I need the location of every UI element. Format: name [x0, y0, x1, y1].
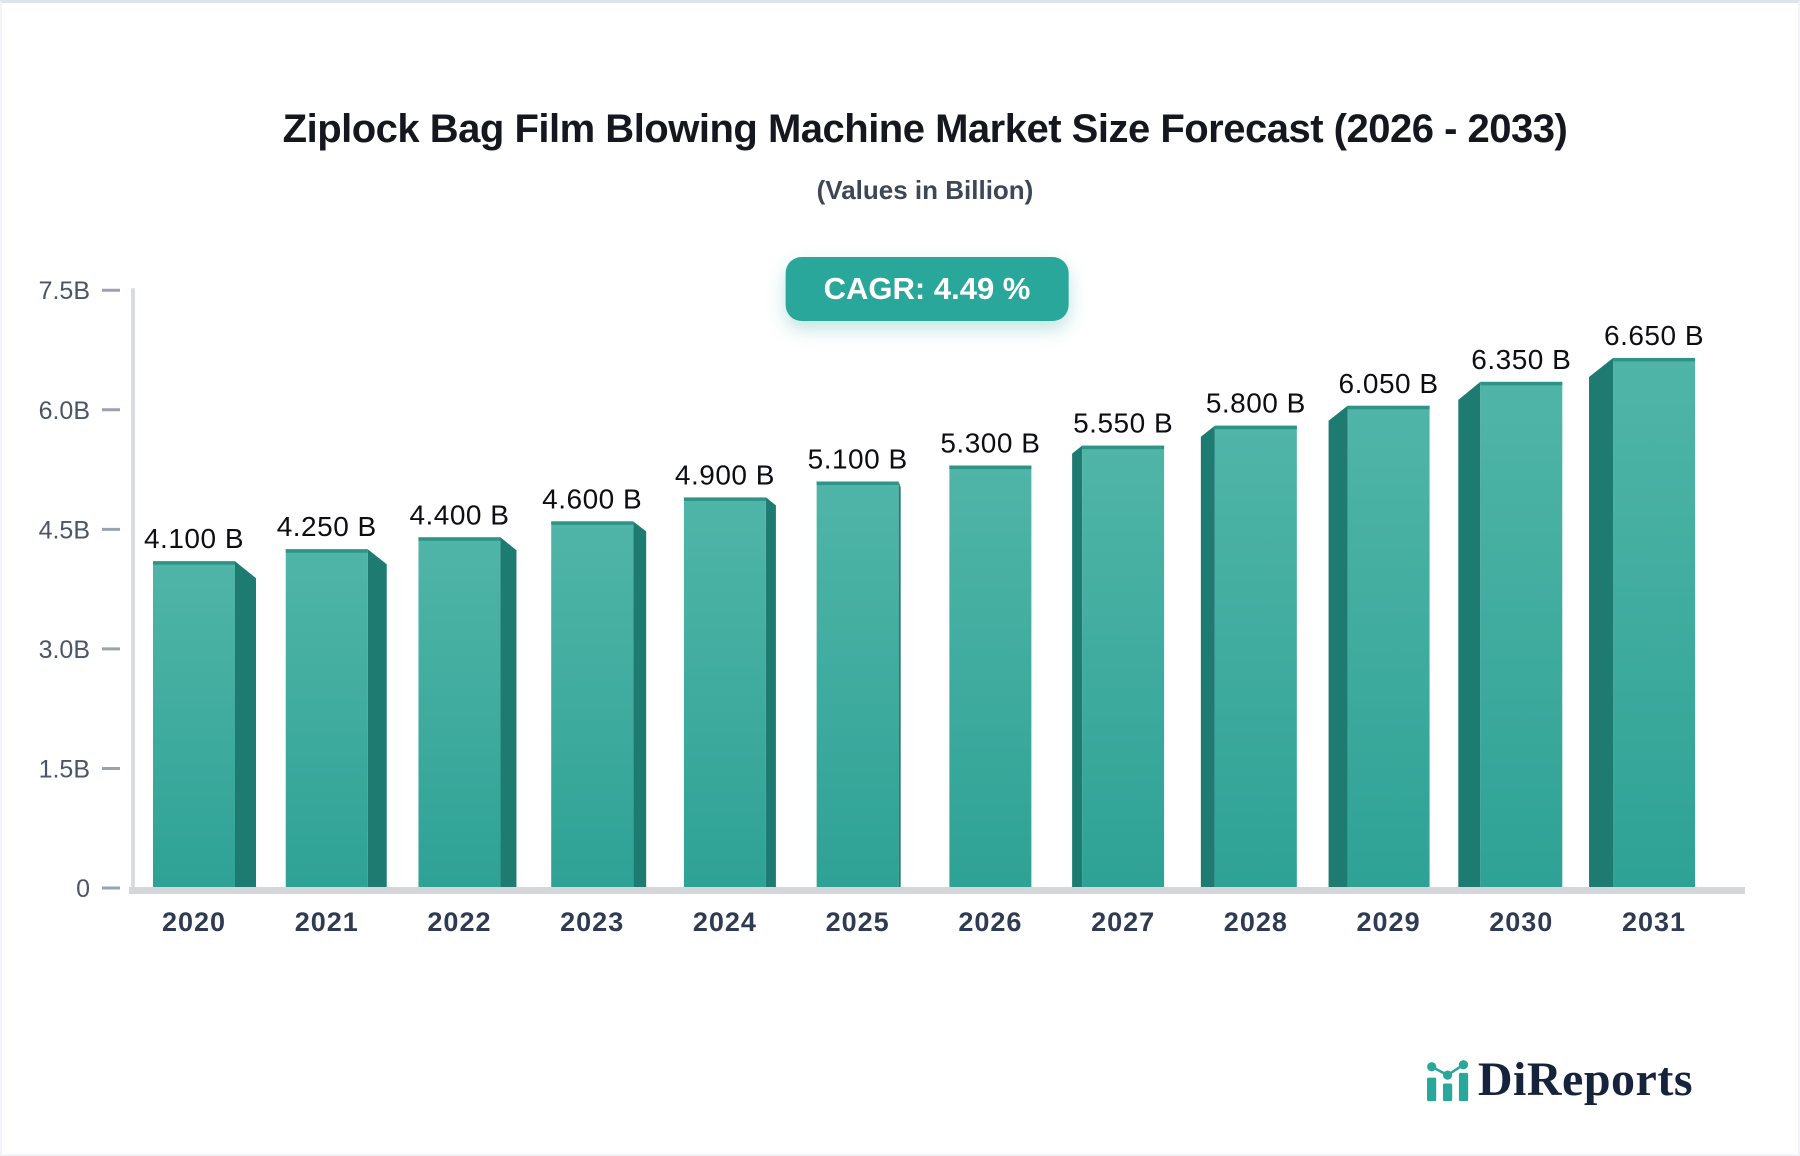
bar-value-label: 6.650 B — [1604, 320, 1704, 351]
x-category-label: 2025 — [826, 907, 890, 937]
bar-front-face — [153, 561, 235, 888]
bar-top-rim — [816, 481, 899, 485]
bar-front-face — [816, 481, 899, 888]
bar-value-label: 4.600 B — [542, 483, 642, 514]
bar-top-rim — [551, 521, 634, 525]
bar-front-face — [1347, 405, 1430, 888]
bar-top-rim — [683, 497, 766, 501]
bar-2031: 6.650 B 2031 — [1589, 320, 1704, 937]
bar-2027: 5.550 B 2027 — [1072, 408, 1173, 937]
y-tick-label: 4.5B — [39, 516, 90, 544]
bar-value-label: 6.050 B — [1339, 368, 1439, 399]
x-category-label: 2027 — [1091, 907, 1155, 937]
bar-front-face — [1613, 357, 1696, 888]
bar-front-face — [1214, 425, 1297, 888]
bar-side-face — [765, 497, 776, 888]
bar-value-label: 4.250 B — [277, 511, 377, 542]
bar-2024: 4.900 B 2024 — [675, 459, 776, 937]
bar-top-rim — [1347, 405, 1430, 410]
x-category-label: 2028 — [1224, 907, 1288, 937]
bar-top-rim — [153, 561, 235, 565]
bar-value-label: 4.900 B — [675, 459, 775, 490]
bar-front-face — [683, 497, 766, 888]
brand-logo: DiReports — [1426, 1053, 1693, 1106]
chart-title: Ziplock Bag Film Blowing Machine Market … — [282, 107, 1568, 151]
logo-text: DiReports — [1477, 1053, 1693, 1106]
bar-value-label: 5.800 B — [1206, 388, 1306, 419]
bar-value-label: 5.550 B — [1073, 408, 1173, 439]
x-category-label: 2030 — [1489, 907, 1553, 937]
x-category-label: 2024 — [693, 907, 757, 937]
bar-top-rim — [285, 549, 368, 553]
bar-top-rim — [1082, 445, 1165, 450]
y-tick-label: 7.5B — [39, 277, 90, 305]
bar-top-rim — [1613, 357, 1696, 362]
y-tick-label: 1.5B — [39, 755, 90, 783]
bar-front-face — [418, 537, 501, 888]
x-category-label: 2022 — [427, 907, 491, 937]
x-category-label: 2026 — [958, 907, 1022, 937]
x-category-label: 2023 — [560, 907, 624, 937]
bar-top-rim — [1214, 425, 1297, 430]
bar-2020: 4.100 B 2020 — [144, 523, 256, 937]
y-tick-label: 6.0B — [39, 397, 90, 425]
bar-side-face — [235, 561, 256, 888]
bar-chart: 0 1.5B 3.0B 4.5B 6.0B 7.5B 4.100 B 2020 4.250 B 2… — [39, 277, 1745, 937]
bar-2023: 4.600 B 2023 — [542, 483, 647, 937]
bar-value-label: 4.100 B — [144, 523, 244, 554]
bar-top-rim — [1480, 381, 1563, 386]
x-category-label: 2031 — [1622, 907, 1686, 937]
bar-2022: 4.400 B 2022 — [409, 499, 517, 937]
y-tick-label: 3.0B — [39, 636, 90, 664]
bar-side-face — [1458, 381, 1481, 888]
x-category-label: 2021 — [295, 907, 359, 937]
bar-front-face — [551, 521, 634, 888]
bar-side-face — [1072, 445, 1083, 888]
bar-2025: 5.100 B 2025 — [808, 443, 908, 937]
bar-side-face — [898, 481, 901, 888]
cagr-badge: CAGR: 4.49 % — [785, 257, 1069, 321]
bar-top-rim — [418, 537, 501, 541]
bar-side-face — [1200, 425, 1215, 888]
bar-2029: 6.050 B 2029 — [1328, 368, 1439, 937]
bar-front-face — [1480, 381, 1563, 888]
bar-front-face — [1082, 445, 1165, 888]
x-axis-baseline — [129, 887, 1745, 894]
bar-value-label: 4.400 B — [409, 499, 509, 530]
logo-bar-chart-icon — [1426, 1060, 1469, 1102]
bar-2021: 4.250 B 2021 — [277, 511, 387, 937]
bar-2030: 6.350 B 2030 — [1458, 344, 1571, 937]
bar-value-label: 6.350 B — [1471, 344, 1571, 375]
y-tick-label: 0 — [76, 875, 90, 903]
bar-side-face — [500, 537, 517, 888]
bar-front-face — [949, 465, 1032, 888]
bar-side-face — [1589, 357, 1614, 888]
bar-value-label: 5.300 B — [940, 428, 1040, 459]
bar-2028: 5.800 B 2028 — [1200, 388, 1306, 937]
bar-side-face — [633, 521, 647, 888]
bar-side-face — [1328, 405, 1348, 888]
bar-front-face — [285, 549, 368, 888]
chart-subtitle: (Values in Billion) — [816, 175, 1034, 205]
x-category-label: 2020 — [162, 907, 226, 937]
bar-side-face — [367, 549, 387, 888]
x-category-label: 2029 — [1357, 907, 1421, 937]
bar-value-label: 5.100 B — [808, 443, 908, 474]
bar-2026: 5.300 B 2026 — [940, 428, 1040, 937]
bar-top-rim — [949, 465, 1032, 470]
